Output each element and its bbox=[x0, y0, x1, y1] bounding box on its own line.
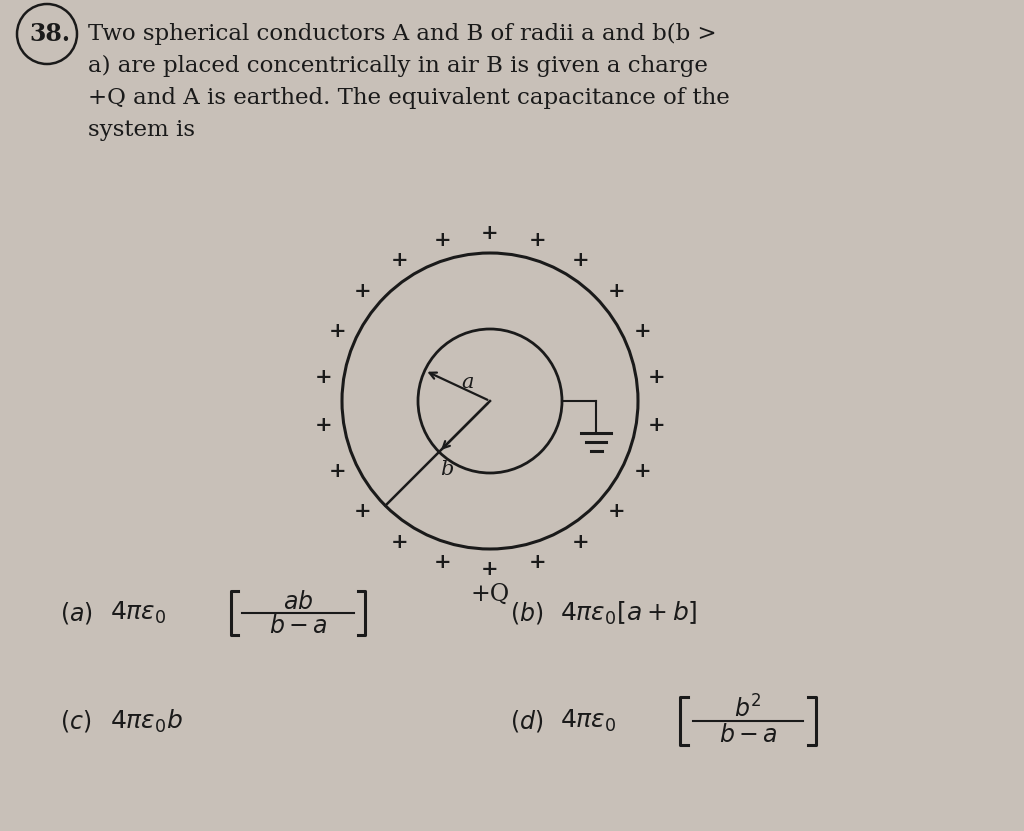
Text: a) are placed concentrically in air B is given a charge: a) are placed concentrically in air B is… bbox=[88, 55, 708, 77]
Text: +: + bbox=[481, 223, 499, 243]
Text: +: + bbox=[354, 281, 372, 301]
Text: +: + bbox=[329, 461, 346, 481]
Text: $(b)$: $(b)$ bbox=[510, 600, 544, 626]
Text: system is: system is bbox=[88, 119, 195, 141]
Text: $b-a$: $b-a$ bbox=[719, 723, 777, 747]
Text: +: + bbox=[528, 552, 546, 573]
Text: +: + bbox=[315, 367, 333, 387]
Text: Two spherical conductors A and B of radii a and b(b >: Two spherical conductors A and B of radi… bbox=[88, 23, 717, 45]
Text: +: + bbox=[647, 367, 666, 387]
Text: a: a bbox=[462, 373, 474, 392]
Text: $ab$: $ab$ bbox=[283, 590, 313, 614]
Text: b: b bbox=[440, 460, 454, 479]
Text: $b^2$: $b^2$ bbox=[734, 696, 762, 723]
Text: +: + bbox=[608, 501, 626, 521]
Text: +: + bbox=[572, 249, 590, 270]
Text: $(d)$: $(d)$ bbox=[510, 708, 544, 734]
Text: +: + bbox=[315, 415, 333, 435]
Text: +Q and A is earthed. The equivalent capacitance of the: +Q and A is earthed. The equivalent capa… bbox=[88, 87, 730, 109]
Text: +: + bbox=[329, 322, 346, 342]
Text: $4\pi\varepsilon_0 b$: $4\pi\varepsilon_0 b$ bbox=[110, 707, 183, 735]
Text: +: + bbox=[434, 230, 452, 250]
Text: +: + bbox=[481, 559, 499, 579]
Text: $4\pi\varepsilon_0$: $4\pi\varepsilon_0$ bbox=[110, 600, 166, 626]
Text: 38.: 38. bbox=[30, 22, 71, 46]
Text: +: + bbox=[572, 533, 590, 553]
Text: +: + bbox=[634, 461, 651, 481]
Text: $b-a$: $b-a$ bbox=[268, 614, 328, 638]
Text: +: + bbox=[354, 501, 372, 521]
Text: $4\pi\varepsilon_0\left[a+b\right]$: $4\pi\varepsilon_0\left[a+b\right]$ bbox=[560, 599, 697, 627]
Text: +: + bbox=[647, 415, 666, 435]
Text: +: + bbox=[434, 552, 452, 573]
Text: +: + bbox=[390, 249, 408, 270]
Text: +: + bbox=[528, 230, 546, 250]
Text: $4\pi\varepsilon_0$: $4\pi\varepsilon_0$ bbox=[560, 708, 616, 734]
Text: +: + bbox=[634, 322, 651, 342]
Text: +: + bbox=[608, 281, 626, 301]
Text: $(c)$: $(c)$ bbox=[60, 708, 91, 734]
Text: +Q: +Q bbox=[470, 583, 510, 606]
Text: $(a)$: $(a)$ bbox=[60, 600, 93, 626]
Text: +: + bbox=[390, 533, 408, 553]
